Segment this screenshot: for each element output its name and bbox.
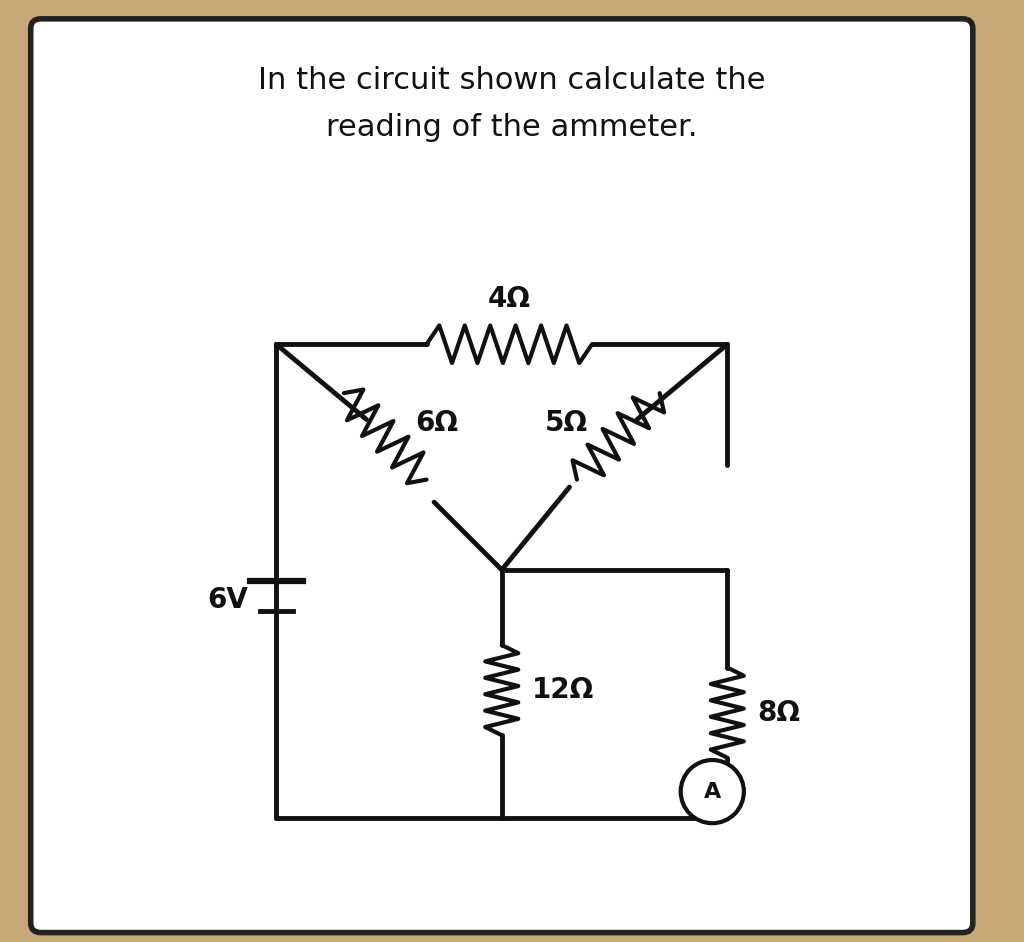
Text: reading of the ammeter.: reading of the ammeter.	[327, 113, 697, 142]
Text: 4Ω: 4Ω	[487, 285, 530, 313]
Text: 6V: 6V	[207, 586, 248, 614]
Text: 6Ω: 6Ω	[416, 409, 459, 437]
Circle shape	[681, 760, 743, 823]
Text: In the circuit shown calculate the: In the circuit shown calculate the	[258, 66, 766, 95]
Text: A: A	[703, 782, 721, 802]
Text: 12Ω: 12Ω	[531, 676, 594, 704]
Text: 8Ω: 8Ω	[758, 699, 801, 726]
Text: 5Ω: 5Ω	[545, 409, 588, 437]
